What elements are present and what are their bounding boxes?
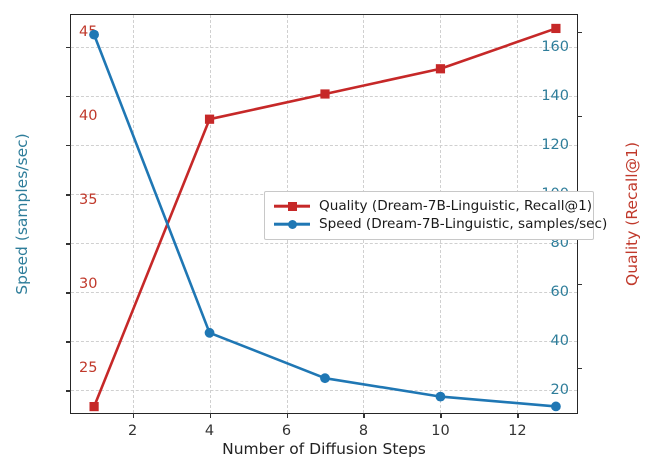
gridline-horizontal (71, 292, 577, 294)
gridline-horizontal (71, 46, 577, 48)
data-point-speed (320, 373, 330, 384)
data-point-quality (551, 23, 561, 34)
y-axis-right-tick (577, 115, 582, 118)
x-axis-tick (286, 413, 288, 418)
gridline-vertical (209, 15, 211, 413)
y-axis-right-tick-label: 30 (79, 275, 98, 292)
legend-label-quality: Quality (Dream-7B-Linguistic, Recall@1) (319, 198, 593, 214)
x-axis-tick (440, 413, 442, 418)
legend-swatch-speed (274, 217, 310, 231)
x-axis-tick (363, 413, 365, 418)
x-axis-tick (132, 413, 134, 418)
data-point-speed (89, 29, 99, 40)
data-point-quality (435, 64, 446, 74)
y-axis-left-title: Speed (samples/sec) (13, 133, 31, 295)
x-axis-tick (209, 413, 211, 418)
gridline-horizontal (71, 145, 577, 147)
x-axis-tick (517, 413, 519, 418)
gridline-horizontal (71, 243, 577, 245)
y-axis-left-tick-label: 120 (541, 137, 569, 154)
gridline-vertical (132, 15, 134, 413)
y-axis-left-tick-label: 60 (550, 284, 569, 301)
y-axis-right-tick-label: 25 (79, 359, 98, 376)
circle-marker-icon (287, 219, 297, 229)
y-axis-left-tick (66, 341, 71, 343)
legend-label-speed: Speed (Dream-7B-Linguistic, samples/sec) (319, 216, 608, 232)
y-axis-right-tick-label: 40 (79, 107, 98, 124)
y-axis-left-tick (66, 292, 71, 294)
y-axis-left-tick (66, 194, 71, 196)
x-axis-tick-label: 12 (508, 423, 527, 439)
x-axis-tick-label: 2 (127, 423, 138, 439)
x-axis-tick-label: 10 (431, 423, 450, 439)
gridline-horizontal (71, 390, 577, 392)
y-axis-right-tick (577, 283, 582, 286)
data-point-quality (320, 89, 330, 99)
y-axis-right-title: Quality (Recall@1) (623, 141, 641, 287)
y-axis-left-tick (66, 243, 71, 245)
data-point-quality (204, 114, 215, 124)
y-axis-right-tick (577, 367, 582, 370)
y-axis-left-tick (66, 46, 71, 49)
y-axis-left-tick-label: 160 (541, 38, 569, 55)
y-axis-left-tick (66, 145, 71, 147)
square-marker-icon (287, 201, 297, 211)
data-point-speed (204, 327, 215, 338)
data-point-speed (435, 391, 446, 402)
y-axis-left-tick-label: 140 (541, 87, 569, 104)
series-layer (89, 23, 561, 412)
x-axis-tick-label: 6 (281, 423, 292, 439)
y-axis-left-tick (66, 95, 71, 98)
legend-item-speed[interactable]: Speed (Dream-7B-Linguistic, samples/sec) (274, 215, 607, 233)
y-axis-right-tick (577, 31, 582, 34)
y-axis-left-tick-label: 20 (550, 382, 569, 399)
x-axis-tick-label: 4 (204, 423, 215, 439)
y-axis-left-tick (66, 390, 71, 392)
chart-legend[interactable]: Quality (Dream-7B-Linguistic, Recall@1) … (264, 191, 607, 240)
legend-item-quality[interactable]: Quality (Dream-7B-Linguistic, Recall@1) (274, 197, 592, 215)
y-axis-left-tick-label: 40 (550, 333, 569, 350)
data-point-speed (551, 401, 561, 412)
x-axis-title: Number of Diffusion Steps (222, 440, 426, 458)
data-point-quality (89, 402, 99, 412)
gridline-horizontal (71, 341, 577, 343)
x-axis-tick-label: 8 (358, 423, 369, 439)
y-axis-right-tick-label: 35 (79, 191, 98, 208)
legend-swatch-quality (274, 199, 310, 213)
